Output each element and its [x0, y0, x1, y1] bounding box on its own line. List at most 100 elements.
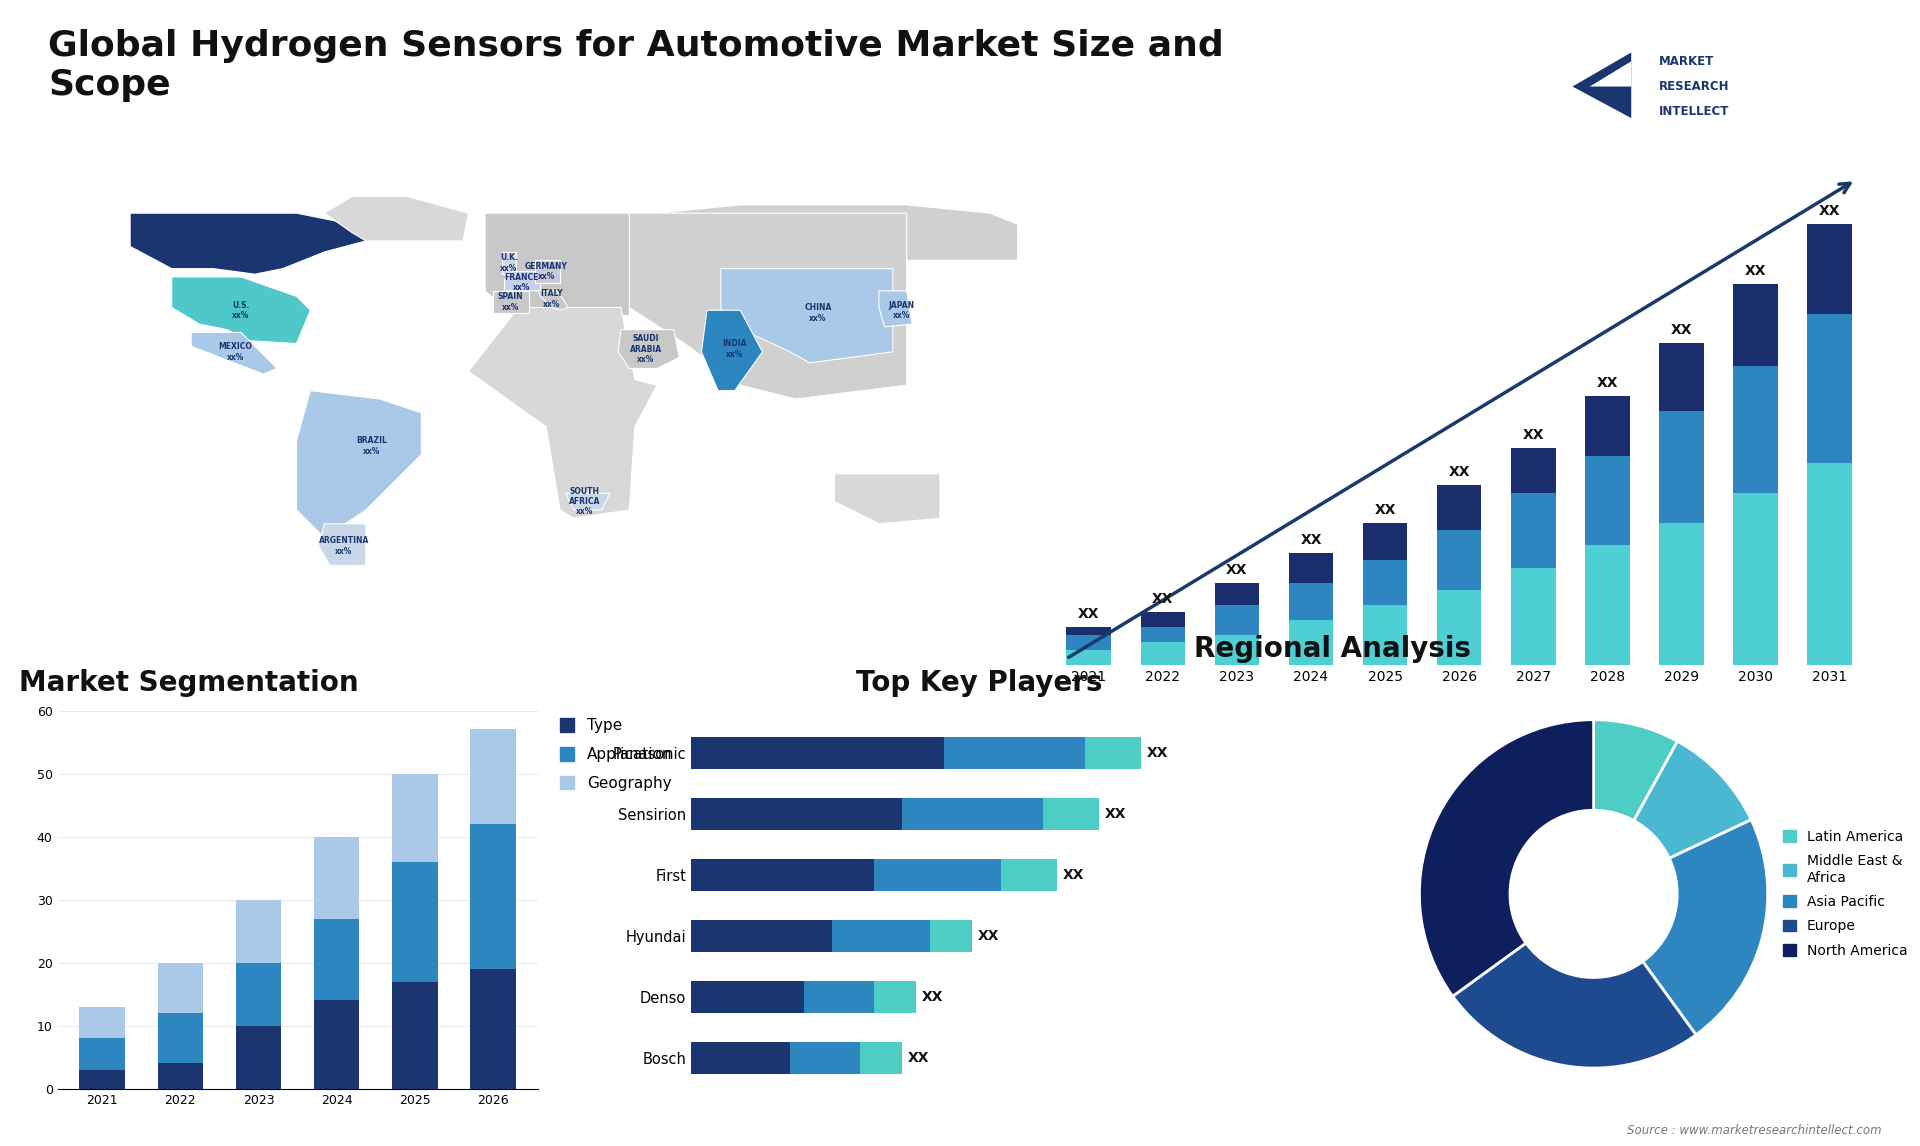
Text: CANADA
xx%: CANADA xx% — [202, 228, 236, 248]
Text: SOUTH
AFRICA
xx%: SOUTH AFRICA xx% — [568, 487, 601, 517]
Text: XX: XX — [1077, 607, 1100, 621]
Bar — [79, 1038, 125, 1070]
Bar — [1000, 860, 1056, 892]
Bar — [1436, 486, 1482, 531]
Text: INDIA
xx%: INDIA xx% — [722, 339, 747, 359]
Text: RESEARCH: RESEARCH — [1659, 80, 1730, 93]
Polygon shape — [1590, 62, 1632, 87]
Bar — [831, 920, 931, 952]
Polygon shape — [505, 272, 541, 291]
Bar — [1363, 560, 1407, 605]
Text: Source : www.marketresearchintellect.com: Source : www.marketresearchintellect.com — [1626, 1124, 1882, 1137]
Bar — [1140, 612, 1185, 627]
Bar — [1436, 531, 1482, 590]
Bar — [1586, 395, 1630, 455]
Bar — [874, 860, 1000, 892]
Text: XX: XX — [1448, 465, 1471, 479]
Text: CHINA
xx%: CHINA xx% — [804, 304, 831, 323]
Bar — [691, 981, 804, 1013]
Polygon shape — [486, 213, 630, 316]
Bar — [157, 963, 204, 1013]
Text: XX: XX — [1146, 746, 1169, 760]
Bar — [79, 1070, 125, 1089]
Bar — [874, 981, 916, 1013]
Text: SAUDI
ARABIA
xx%: SAUDI ARABIA xx% — [630, 335, 662, 364]
Text: SPAIN
xx%: SPAIN xx% — [497, 292, 522, 312]
Bar — [1586, 545, 1630, 665]
Wedge shape — [1419, 720, 1594, 996]
Bar — [1734, 284, 1778, 366]
Polygon shape — [319, 524, 367, 565]
Text: BRAZIL
xx%: BRAZIL xx% — [355, 437, 386, 456]
Bar — [1511, 493, 1555, 567]
Bar — [1511, 448, 1555, 493]
Bar — [804, 981, 874, 1013]
Bar — [1734, 493, 1778, 665]
Bar — [236, 963, 280, 1026]
Bar — [1363, 523, 1407, 560]
Bar — [1659, 523, 1703, 665]
Polygon shape — [536, 260, 561, 283]
Bar — [315, 837, 359, 919]
Text: FRANCE
xx%: FRANCE xx% — [503, 273, 538, 292]
Polygon shape — [720, 268, 893, 363]
Bar — [1215, 582, 1260, 605]
Bar — [157, 1063, 204, 1089]
Bar — [1807, 223, 1853, 314]
Bar — [392, 774, 438, 862]
Wedge shape — [1594, 720, 1678, 821]
Text: XX: XX — [1670, 323, 1692, 337]
Polygon shape — [501, 252, 516, 274]
Text: INTELLECT: INTELLECT — [1659, 105, 1730, 118]
Bar — [1066, 650, 1112, 665]
Polygon shape — [701, 311, 762, 391]
Bar — [931, 920, 972, 952]
Text: XX: XX — [1300, 533, 1321, 547]
Bar — [236, 900, 280, 963]
Bar — [1288, 552, 1332, 582]
Bar — [1140, 642, 1185, 665]
Text: XX: XX — [1062, 869, 1085, 882]
Bar — [315, 1000, 359, 1089]
Bar — [691, 860, 874, 892]
Polygon shape — [595, 205, 1018, 268]
Polygon shape — [630, 213, 906, 399]
Wedge shape — [1453, 943, 1695, 1068]
Bar — [691, 920, 831, 952]
Circle shape — [1509, 810, 1678, 978]
Text: XX: XX — [1597, 376, 1619, 390]
Text: XX: XX — [1227, 563, 1248, 576]
Bar — [236, 1026, 280, 1089]
Bar — [1066, 635, 1112, 650]
Bar — [1215, 635, 1260, 665]
Text: MEXICO
xx%: MEXICO xx% — [219, 343, 252, 361]
Legend: Latin America, Middle East &
Africa, Asia Pacific, Europe, North America: Latin America, Middle East & Africa, Asi… — [1784, 830, 1908, 958]
Legend: Type, Application, Geography: Type, Application, Geography — [559, 719, 672, 791]
Text: XX: XX — [1818, 204, 1841, 218]
Text: XX: XX — [922, 990, 943, 1004]
Title: Regional Analysis: Regional Analysis — [1194, 635, 1471, 662]
Title: Top Key Players: Top Key Players — [856, 669, 1102, 697]
Bar — [1586, 455, 1630, 545]
Bar — [1043, 799, 1098, 830]
Polygon shape — [1572, 53, 1632, 118]
Text: GERMANY
xx%: GERMANY xx% — [524, 261, 568, 281]
Polygon shape — [879, 291, 912, 327]
Bar — [392, 862, 438, 981]
Text: MARKET: MARKET — [1659, 55, 1715, 68]
Bar — [470, 968, 516, 1089]
Bar — [691, 1043, 789, 1074]
Bar — [691, 799, 902, 830]
Wedge shape — [1634, 741, 1751, 858]
Bar — [945, 737, 1085, 769]
Text: XX: XX — [1745, 264, 1766, 277]
Polygon shape — [192, 332, 276, 374]
Bar — [1085, 737, 1140, 769]
Polygon shape — [566, 493, 611, 510]
Text: U.K.
xx%: U.K. xx% — [499, 253, 518, 273]
Text: XX: XX — [1152, 592, 1173, 606]
Polygon shape — [131, 213, 367, 274]
Bar — [1215, 605, 1260, 635]
Text: U.S.
xx%: U.S. xx% — [232, 300, 250, 320]
Polygon shape — [493, 291, 530, 313]
